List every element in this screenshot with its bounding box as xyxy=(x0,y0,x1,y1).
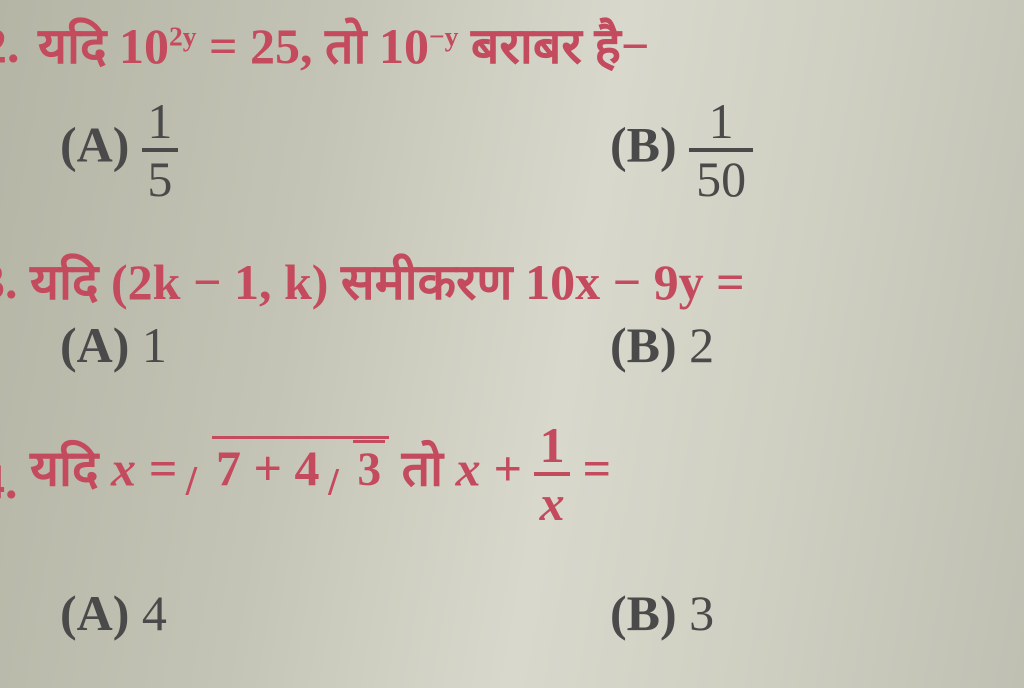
q2-exp-left: 2y xyxy=(169,20,197,51)
q4-optA-val: 4 xyxy=(142,585,167,641)
q3-option-b: (B) 2 xyxy=(610,316,714,374)
q4-optB-letter: (B) xyxy=(610,585,689,641)
q3-optB-letter: (B) xyxy=(610,317,689,373)
q4-optB-val: 3 xyxy=(689,585,714,641)
q4-option-b: (B) 3 xyxy=(610,584,714,642)
q4-option-a: (A) 4 xyxy=(60,584,167,642)
q4-number: 4. xyxy=(0,452,18,510)
q2-optB-frac: 1 50 xyxy=(689,96,753,204)
q2-base-right: 10 xyxy=(379,18,429,74)
q2-mid: तो xyxy=(325,18,379,74)
q4-prefix: यदि xyxy=(30,440,111,496)
q3-prefix: यदि xyxy=(30,254,111,310)
q2-base-left: 10 xyxy=(119,18,169,74)
q4-inner-sqrt: 3 xyxy=(332,440,385,497)
q3-optA-val: 1 xyxy=(142,317,167,373)
q2-number: 2. xyxy=(0,16,20,74)
q2-optA-num: 1 xyxy=(142,96,178,146)
q3-optB-val: 2 xyxy=(689,317,714,373)
q4-rhs-frac: 1 x xyxy=(534,420,570,528)
q4-rhs-num: 1 xyxy=(534,420,570,470)
q4-optA-letter: (A) xyxy=(60,585,142,641)
q2-option-a: (A) 1 5 xyxy=(60,96,178,204)
q3-stem: यदि (2k − 1, k) समीकरण 10x − 9y = xyxy=(30,246,745,314)
q2-optA-den: 5 xyxy=(142,154,178,204)
q4-outer-sqrt: 7 + 4 3 xyxy=(190,436,390,497)
q3-eqn: 10x − 9y = xyxy=(525,254,744,310)
q4-mid: तो xyxy=(402,440,456,496)
q4-rhs-left: x + xyxy=(456,440,535,496)
q2-option-b: (B) 1 50 xyxy=(610,96,753,204)
q4-inner-const: 7 + 4 xyxy=(216,440,320,496)
q2-prefix: यदि xyxy=(38,18,119,74)
q4-rhs-eq: = xyxy=(583,440,612,496)
q2-eq: = 25, xyxy=(209,18,325,74)
q2-optA-frac: 1 5 xyxy=(142,96,178,204)
q3-number: 3. xyxy=(0,252,18,310)
exam-page: 2. यदि 102y = 25, तो 10−y बराबर है− (A) … xyxy=(0,0,1024,688)
q4-rhs-den: x xyxy=(534,478,570,528)
q2-optB-letter: (B) xyxy=(610,116,689,172)
q2-optB-den: 50 xyxy=(689,154,753,204)
q2-stem: यदि 102y = 25, तो 10−y बराबर है− xyxy=(38,10,649,78)
q3-point: (2k − 1, k) xyxy=(111,254,341,310)
q4-inner-sqrt-arg: 3 xyxy=(357,444,381,496)
q4-stem: यदि x = 7 + 4 3 तो x + 1 x = xyxy=(30,420,611,528)
q2-suffix: बराबर है− xyxy=(471,18,650,74)
q3-option-a: (A) 1 xyxy=(60,316,167,374)
q3-optA-letter: (A) xyxy=(60,317,142,373)
q2-exp-right: −y xyxy=(429,20,458,51)
q2-optB-num: 1 xyxy=(689,96,753,146)
q4-x-eq: x = xyxy=(111,440,190,496)
q3-mid: समीकरण xyxy=(341,254,525,310)
q2-optA-letter: (A) xyxy=(60,116,142,172)
